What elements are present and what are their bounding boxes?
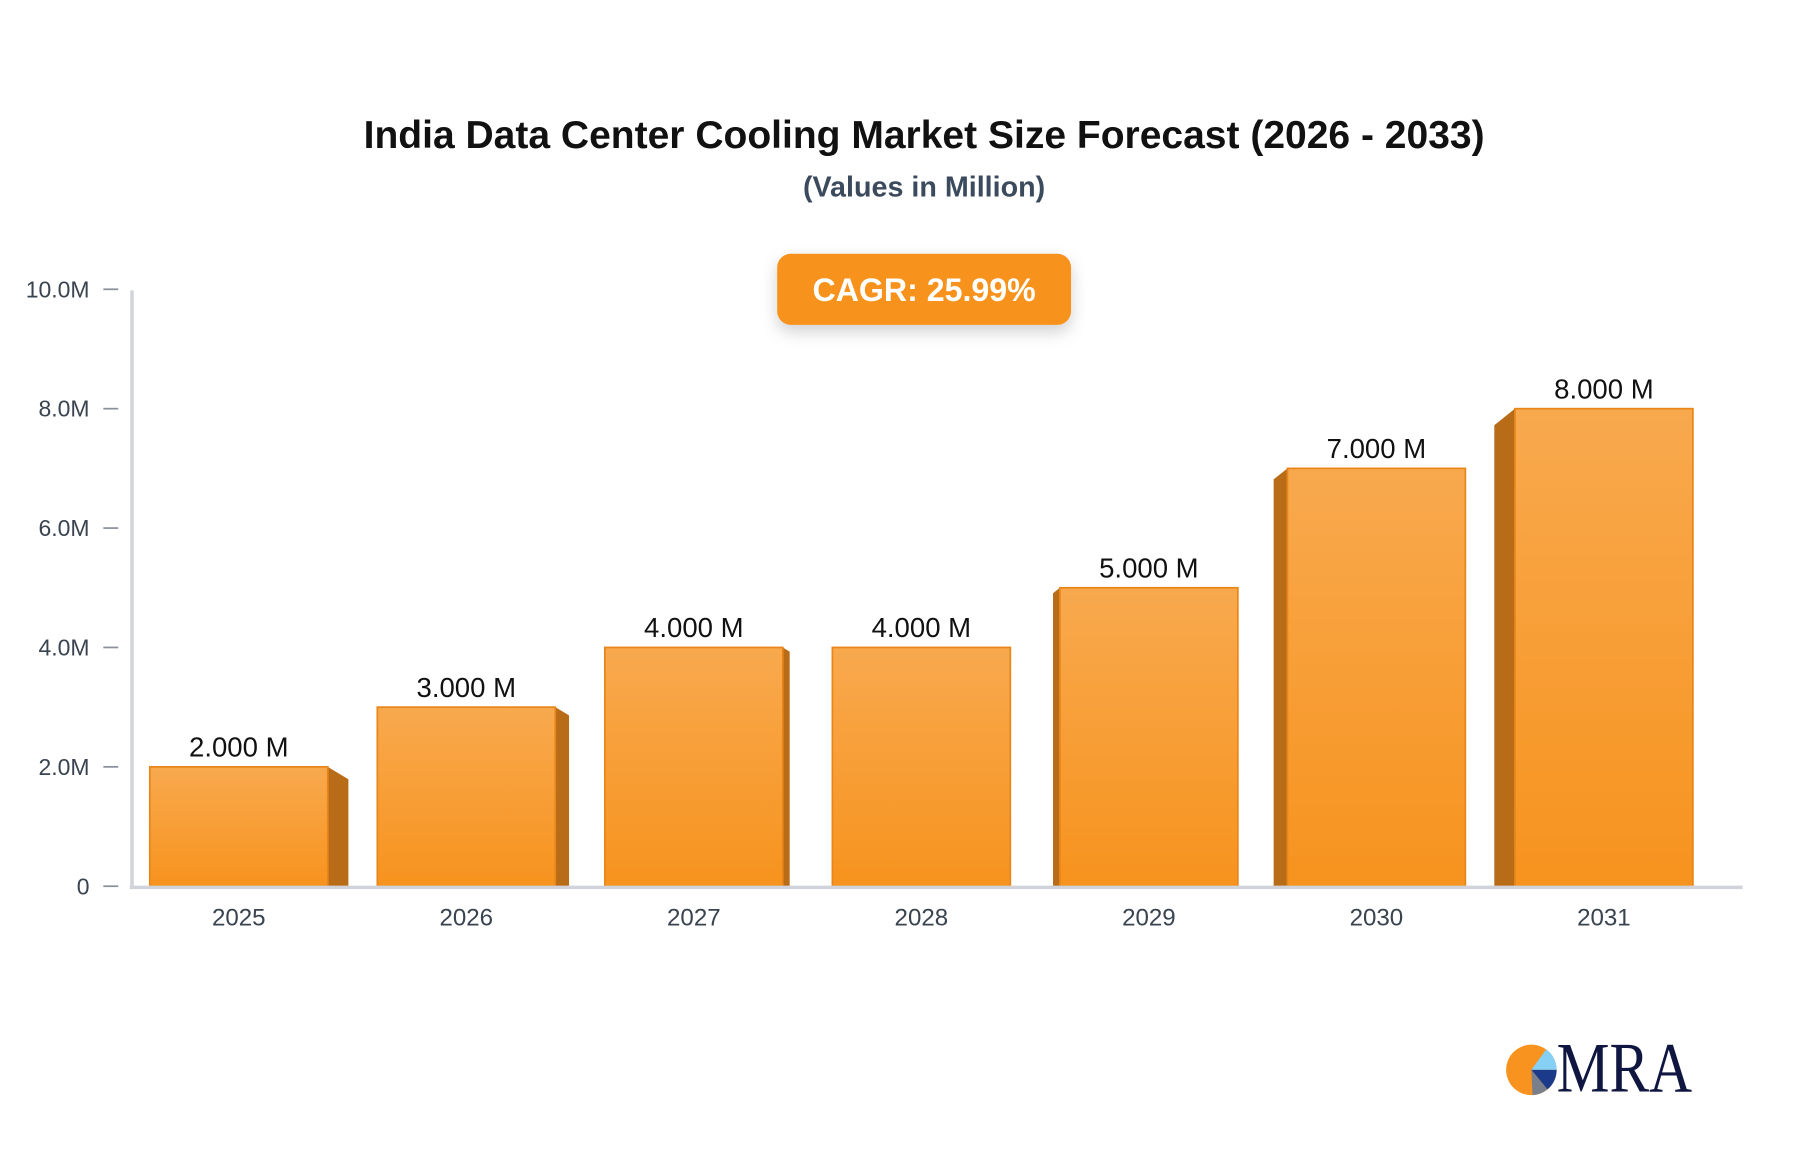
y-tick-label: 0 xyxy=(77,873,90,899)
bar-2027 xyxy=(603,646,790,888)
cagr-badge xyxy=(777,253,1072,325)
bar-front-face xyxy=(376,706,557,888)
bar-side-face xyxy=(1494,408,1515,887)
x-tick-label: 2030 xyxy=(1350,904,1404,931)
bar-2031 xyxy=(1494,407,1694,888)
x-tick-label: 2026 xyxy=(439,904,493,931)
data-label: 2.000 M xyxy=(189,732,289,763)
x-tick-label: 2025 xyxy=(212,904,266,931)
bar-front-face xyxy=(1286,467,1467,888)
data-label: 5.000 M xyxy=(1099,552,1199,583)
data-label: 7.000 M xyxy=(1327,433,1427,464)
y-tick-label: 6.0M xyxy=(39,515,90,541)
y-tick-label: 8.0M xyxy=(39,396,90,422)
y-tick-label: 2.0M xyxy=(39,754,90,780)
bar-side-face xyxy=(1273,468,1288,887)
chart-subtitle: (Values in Million) xyxy=(803,171,1045,203)
bar-2029 xyxy=(1053,586,1239,888)
y-tick-label: 4.0M xyxy=(39,634,90,660)
bar-side-face xyxy=(782,647,790,887)
y-axis: 0 2.0M 4.0M 6.0M 8.0M 10.0M xyxy=(26,276,119,899)
bar-front-face xyxy=(1514,407,1694,888)
chart-title: India Data Center Cooling Market Size Fo… xyxy=(364,114,1485,157)
bar-2028 xyxy=(831,646,1012,888)
logo-text: MRA xyxy=(1557,1030,1692,1108)
x-tick-label: 2029 xyxy=(1122,904,1176,931)
bar-front-face xyxy=(603,646,784,888)
bar-2030 xyxy=(1273,467,1467,888)
bar-side-face xyxy=(1053,587,1060,887)
x-tick-label: 2028 xyxy=(895,904,949,931)
bar-front-face xyxy=(831,646,1012,888)
data-label: 4.000 M xyxy=(872,612,972,643)
data-label: 3.000 M xyxy=(417,672,517,703)
x-tick-label: 2031 xyxy=(1577,904,1631,931)
bar-front-face xyxy=(1059,586,1239,888)
bar-front-face xyxy=(148,765,329,888)
data-label: 8.000 M xyxy=(1554,373,1654,404)
x-tick-label: 2027 xyxy=(667,904,721,931)
cagr-badge-text: CAGR: 25.99% xyxy=(813,272,1036,308)
mra-logo: MRA xyxy=(1506,1030,1692,1108)
y-tick-label: 10.0M xyxy=(26,276,90,302)
bar-2026 xyxy=(376,706,570,888)
bar-2025 xyxy=(148,765,349,888)
bar-side-face xyxy=(327,766,349,887)
bar-side-face xyxy=(555,707,570,887)
bars: 2.000 M 3.000 M 4.000 M 4.000 M 5.000 M 7.000… xyxy=(148,373,1694,888)
x-axis: 2025 2026 2027 2028 2029 2030 2031 xyxy=(212,904,1631,931)
data-label: 4.000 M xyxy=(644,612,744,643)
